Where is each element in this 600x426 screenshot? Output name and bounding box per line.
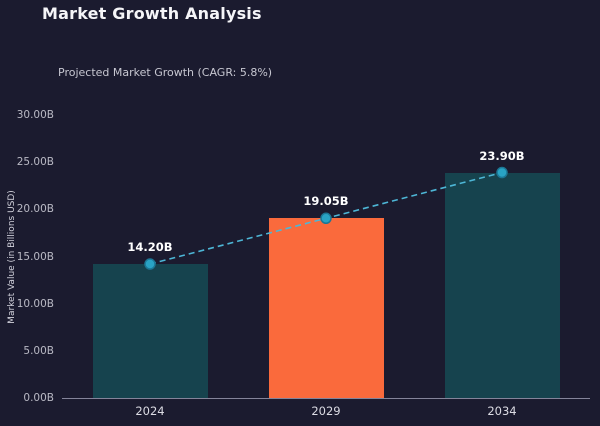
y-tick-label: 0.00B [23,392,54,404]
x-tick-label: 2024 [135,404,165,418]
trend-dot [144,258,156,270]
x-tick-label: 2034 [487,404,517,418]
y-axis-ticks: 0.00B 5.00B 10.00B 15.00B 20.00B 25.00B 30.00B [0,109,54,404]
page-title: Market Growth Analysis [42,4,262,23]
trend-dot [320,212,332,225]
bar-value-label: 14.20B [127,240,173,255]
bar-2029 [268,218,384,398]
y-tick-label: 10.00B [16,297,54,310]
y-tick-label: 20.00B [16,203,54,216]
bar-2024 [92,264,208,398]
bar-value-label: 19.05B [303,194,349,209]
bar-2034 [444,172,560,398]
y-tick-label: 25.00B [16,156,54,169]
trend-dot [496,166,508,179]
bar-value-label: 23.90B [479,148,525,163]
y-tick-label: 15.00B [16,250,54,263]
x-axis-labels: 2024 2029 2034 [62,404,590,420]
y-tick-label: 30.00B [16,109,54,121]
x-tick-label: 2029 [311,404,341,418]
chart-subtitle: Projected Market Growth (CAGR: 5.8%) [58,66,273,79]
plot-area: 14.20B 19.05B 23.90B [62,115,590,399]
trend-line-overlay [144,166,508,270]
y-tick-label: 5.00B [23,344,54,357]
